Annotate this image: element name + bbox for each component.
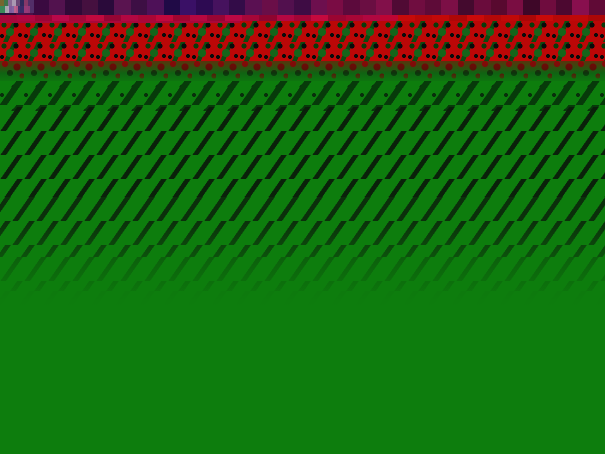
- crimson-col-13: [224, 15, 243, 23]
- lattice-row-c: [0, 257, 605, 291]
- crimson-col-10: [172, 15, 192, 23]
- noise-col-16: [261, 0, 279, 15]
- noise-col-30: [490, 0, 508, 15]
- noise-col-31: [506, 0, 525, 15]
- crimson-col-8: [138, 15, 157, 23]
- noise-col-22: [359, 0, 378, 15]
- noise-col-14: [228, 0, 247, 15]
- noise-col-27: [441, 0, 459, 15]
- noise-col-23: [376, 0, 394, 15]
- crimson-col-14: [242, 15, 261, 23]
- noise-col-15: [245, 0, 263, 15]
- red-pattern-left-offset-mask: [0, 21, 240, 23]
- noise-col-10: [163, 0, 181, 15]
- crimson-col-21: [363, 15, 382, 23]
- noise-col-32: [523, 0, 541, 15]
- crimson-col-32: [553, 15, 572, 23]
- lattice-row-b: [0, 197, 605, 257]
- noise-col-11: [179, 0, 198, 15]
- red-green-transition-band: [0, 61, 605, 83]
- noise-col-4: [65, 0, 83, 15]
- transition-gradient-overlay: [0, 61, 605, 83]
- red-glyph-pattern-band: [0, 21, 605, 63]
- crimson-col-27: [466, 15, 485, 23]
- crimson-col-31: [535, 15, 555, 23]
- crimson-col-22: [380, 15, 399, 23]
- crimson-col-2: [34, 15, 53, 23]
- crimson-col-29: [501, 15, 520, 23]
- crimson-col-19: [328, 15, 347, 23]
- crimson-col-24: [414, 15, 434, 23]
- crimson-col-20: [345, 15, 364, 23]
- solid-green-band: [0, 306, 605, 454]
- crimson-col-15: [259, 15, 278, 23]
- noise-col-29: [474, 0, 492, 15]
- noise-col-24: [392, 0, 410, 15]
- crimson-col-6: [103, 15, 122, 23]
- noise-col-7: [114, 0, 132, 15]
- lattice-row-d: [0, 291, 605, 306]
- noise-col-3: [49, 0, 67, 15]
- crimson-col-0: [0, 15, 19, 23]
- crimson-col-34: [587, 15, 605, 23]
- crimson-col-5: [86, 15, 105, 23]
- crimson-col-33: [570, 15, 589, 23]
- noise-col-5: [81, 0, 100, 15]
- noise-col-28: [457, 0, 476, 15]
- crimson-col-9: [155, 15, 174, 23]
- noise-col-12: [196, 0, 214, 15]
- noise-col-9: [147, 0, 165, 15]
- noise-col-21: [343, 0, 361, 15]
- crimson-col-11: [190, 15, 209, 23]
- noise-band-top: [0, 0, 605, 15]
- noise-hotspot-secondary: [0, 6, 30, 13]
- red-dither-texture: [0, 21, 605, 63]
- lattice-row-a: [0, 107, 605, 197]
- crimson-col-23: [397, 15, 416, 23]
- crimson-col-4: [69, 15, 88, 23]
- crimson-col-17: [293, 15, 313, 23]
- noise-col-33: [539, 0, 557, 15]
- noise-col-18: [294, 0, 312, 15]
- crimson-col-16: [276, 15, 295, 23]
- noise-col-25: [408, 0, 427, 15]
- green-lattice-band: [0, 81, 605, 306]
- noise-col-8: [130, 0, 149, 15]
- crimson-col-12: [207, 15, 226, 23]
- noise-col-20: [327, 0, 345, 15]
- noise-col-19: [310, 0, 329, 15]
- crimson-col-30: [518, 15, 537, 23]
- crimson-col-3: [51, 15, 71, 23]
- crimson-col-28: [484, 15, 503, 23]
- noise-col-2: [32, 0, 51, 15]
- crimson-col-26: [449, 15, 468, 23]
- crimson-col-25: [432, 15, 451, 23]
- crimson-strip-band: [0, 15, 605, 23]
- crimson-col-18: [311, 15, 330, 23]
- noise-col-17: [277, 0, 296, 15]
- crimson-col-7: [121, 15, 140, 23]
- noise-col-6: [98, 0, 116, 15]
- noise-col-36: [588, 0, 605, 15]
- noise-col-26: [425, 0, 443, 15]
- noise-col-13: [212, 0, 230, 15]
- noise-col-35: [572, 0, 590, 15]
- crimson-col-1: [17, 15, 36, 23]
- noise-col-34: [555, 0, 574, 15]
